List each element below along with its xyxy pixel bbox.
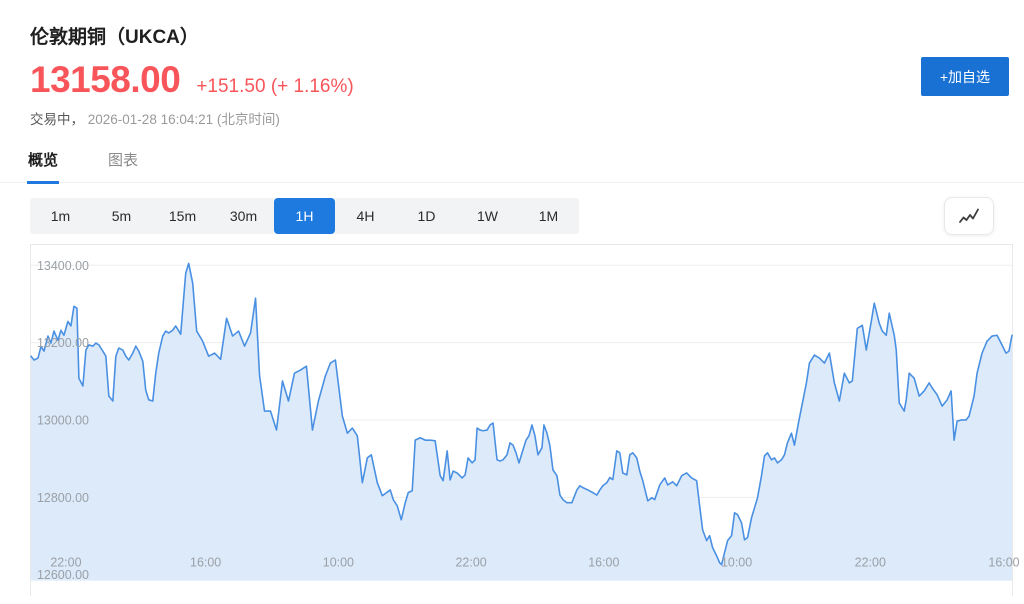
period-1h[interactable]: 1H (274, 198, 335, 234)
period-1w[interactable]: 1W (477, 208, 498, 224)
period-30m[interactable]: 30m (229, 208, 258, 224)
add-watchlist-button[interactable]: +加自选 (920, 57, 1009, 96)
period-15m[interactable]: 15m (168, 208, 197, 224)
period-4h[interactable]: 4H (356, 208, 375, 224)
svg-text:22:00: 22:00 (855, 556, 886, 570)
price-chart-svg[interactable]: 13400.00 13200.00 13000.00 12800.00 12600.00… (30, 245, 1020, 582)
trading-status-row: 交易中， 2026-01-28 16:04:21 (北京时间) (30, 108, 994, 128)
page-title: 伦敦期铜（UKCA） (30, 27, 199, 48)
period-1m-month[interactable]: 1M (538, 208, 559, 224)
tab-overview[interactable]: 概览 (26, 149, 60, 184)
svg-text:16:00: 16:00 (190, 556, 221, 570)
period-1d[interactable]: 1D (417, 208, 436, 224)
svg-text:13200.00: 13200.00 (37, 336, 89, 350)
quote-timestamp: 2026-01-28 16:04:21 (北京时间) (87, 112, 280, 127)
sparkline-icon (957, 206, 981, 226)
period-selector: 1m 5m 15m 30m 1H 4H 1D 1W 1M (30, 198, 579, 234)
svg-text:10:00: 10:00 (721, 556, 752, 570)
price-change: +151.50 (+ 1.16%) (196, 76, 354, 97)
svg-text:10:00: 10:00 (323, 556, 354, 570)
svg-text:16:00: 16:00 (988, 556, 1019, 570)
tab-bar: 概览 图表 (0, 149, 1024, 184)
last-price: 13158.00 (30, 59, 181, 100)
svg-text:16:00: 16:00 (588, 556, 619, 570)
price-row: 13158.00 +151.50 (+ 1.16%) (30, 59, 994, 101)
svg-text:13400.00: 13400.00 (37, 259, 89, 273)
tab-chart[interactable]: 图表 (108, 152, 139, 169)
svg-text:12600.00: 12600.00 (37, 568, 89, 582)
chart-type-button[interactable] (944, 197, 994, 235)
svg-text:22:00: 22:00 (50, 556, 81, 570)
trading-status: 交易中， (30, 112, 84, 127)
period-5m[interactable]: 5m (111, 208, 132, 224)
svg-text:12800.00: 12800.00 (37, 491, 89, 505)
svg-text:13000.00: 13000.00 (37, 413, 89, 427)
chart-toolbar: 1m 5m 15m 30m 1H 4H 1D 1W 1M (30, 197, 994, 235)
svg-text:22:00: 22:00 (456, 556, 487, 570)
price-chart-panel[interactable]: 13400.00 13200.00 13000.00 12800.00 12600.00… (30, 244, 1020, 596)
period-1m[interactable]: 1m (50, 208, 71, 224)
instrument-header: 伦敦期铜（UKCA） +加自选 13158.00 +151.50 (+ 1.16… (0, 0, 1024, 128)
